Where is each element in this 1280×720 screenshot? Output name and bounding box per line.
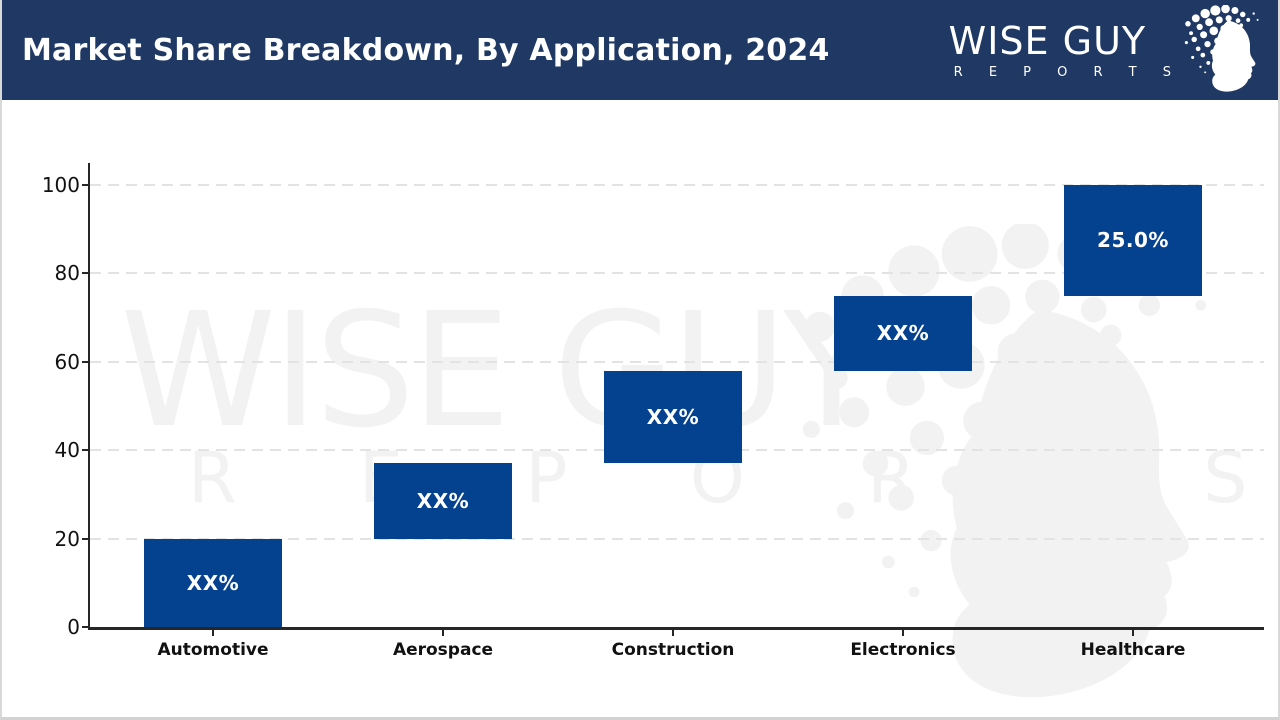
logo-text: WISE GUY R E P O R T S xyxy=(949,22,1182,79)
x-label-healthcare: Healthcare xyxy=(1080,640,1186,660)
bar-value-label-electronics: XX% xyxy=(876,321,930,346)
gridline-60 xyxy=(90,360,1264,363)
y-tick-label-0: 0 xyxy=(67,615,80,639)
x-label-aerospace: Aerospace xyxy=(392,640,494,660)
watermark-wordmark: WISE GUY xyxy=(120,279,880,463)
x-label-electronics: Electronics xyxy=(850,640,956,660)
bar-aerospace: XX% xyxy=(374,463,512,539)
y-tick-60 xyxy=(82,360,90,363)
wiseguy-logo: WISE GUY R E P O R T S xyxy=(949,5,1264,95)
bar-healthcare: 25.0% xyxy=(1064,185,1202,296)
y-tick-40 xyxy=(82,449,90,452)
y-tick-0 xyxy=(82,626,90,628)
wiseguy-head-icon xyxy=(1180,5,1264,95)
bar-value-label-healthcare: 25.0% xyxy=(1097,228,1169,253)
logo-subtext: R E P O R T S xyxy=(953,64,1182,80)
gridline-20 xyxy=(90,537,1264,540)
bar-value-label-aerospace: XX% xyxy=(416,489,470,514)
x-axis-spine xyxy=(88,627,1264,630)
y-axis-spine xyxy=(88,163,90,629)
x-label-construction: Construction xyxy=(611,640,735,660)
x-label-automotive: Automotive xyxy=(157,640,269,660)
x-tick-automotive xyxy=(212,628,214,636)
bar-electronics: XX% xyxy=(834,295,972,371)
gridline-80 xyxy=(90,272,1264,275)
y-tick-label-80: 80 xyxy=(54,261,80,286)
bar-value-label-automotive: XX% xyxy=(186,570,240,595)
y-tick-80 xyxy=(82,272,90,275)
page-title: Market Share Breakdown, By Application, … xyxy=(22,32,830,68)
y-tick-20 xyxy=(82,537,90,540)
gridline-100 xyxy=(90,184,1264,186)
header: Market Share Breakdown, By Application, … xyxy=(2,0,1278,100)
bar-value-label-construction: XX% xyxy=(646,405,700,430)
y-tick-label-60: 60 xyxy=(54,349,80,374)
logo-wordmark: WISE GUY xyxy=(948,18,1147,63)
y-tick-label-100: 100 xyxy=(41,173,80,197)
y-tick-label-20: 20 xyxy=(54,526,80,551)
y-tick-100 xyxy=(82,184,90,186)
x-tick-aerospace xyxy=(442,628,444,636)
bar-automotive: XX% xyxy=(144,538,282,627)
y-tick-label-40: 40 xyxy=(54,438,80,463)
x-tick-construction xyxy=(672,628,674,636)
bar-construction: XX% xyxy=(604,370,742,464)
